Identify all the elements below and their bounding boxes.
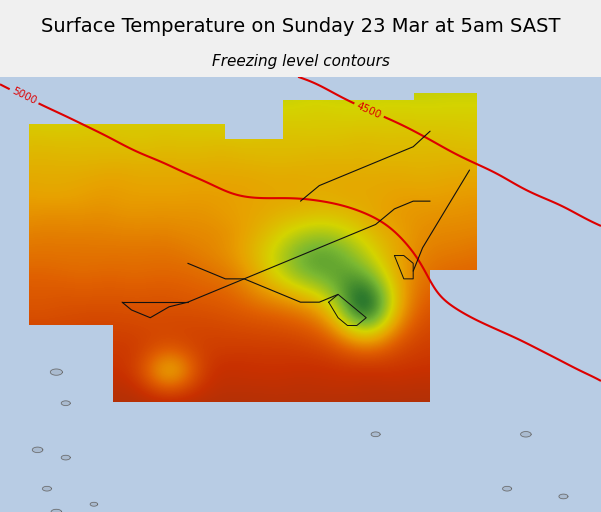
Polygon shape <box>502 486 511 491</box>
Polygon shape <box>371 432 380 437</box>
Polygon shape <box>61 401 70 406</box>
Text: 4500: 4500 <box>355 100 383 120</box>
Text: 5000: 5000 <box>10 86 38 106</box>
Text: Surface Temperature on Sunday 23 Mar at 5am SAST: Surface Temperature on Sunday 23 Mar at … <box>41 17 560 36</box>
Text: Freezing level contours: Freezing level contours <box>212 54 389 69</box>
Polygon shape <box>520 432 531 437</box>
Polygon shape <box>559 494 568 499</box>
Polygon shape <box>51 509 61 512</box>
Polygon shape <box>61 455 70 460</box>
Polygon shape <box>32 447 43 453</box>
Polygon shape <box>43 486 52 491</box>
Polygon shape <box>50 369 63 375</box>
Polygon shape <box>90 502 97 506</box>
